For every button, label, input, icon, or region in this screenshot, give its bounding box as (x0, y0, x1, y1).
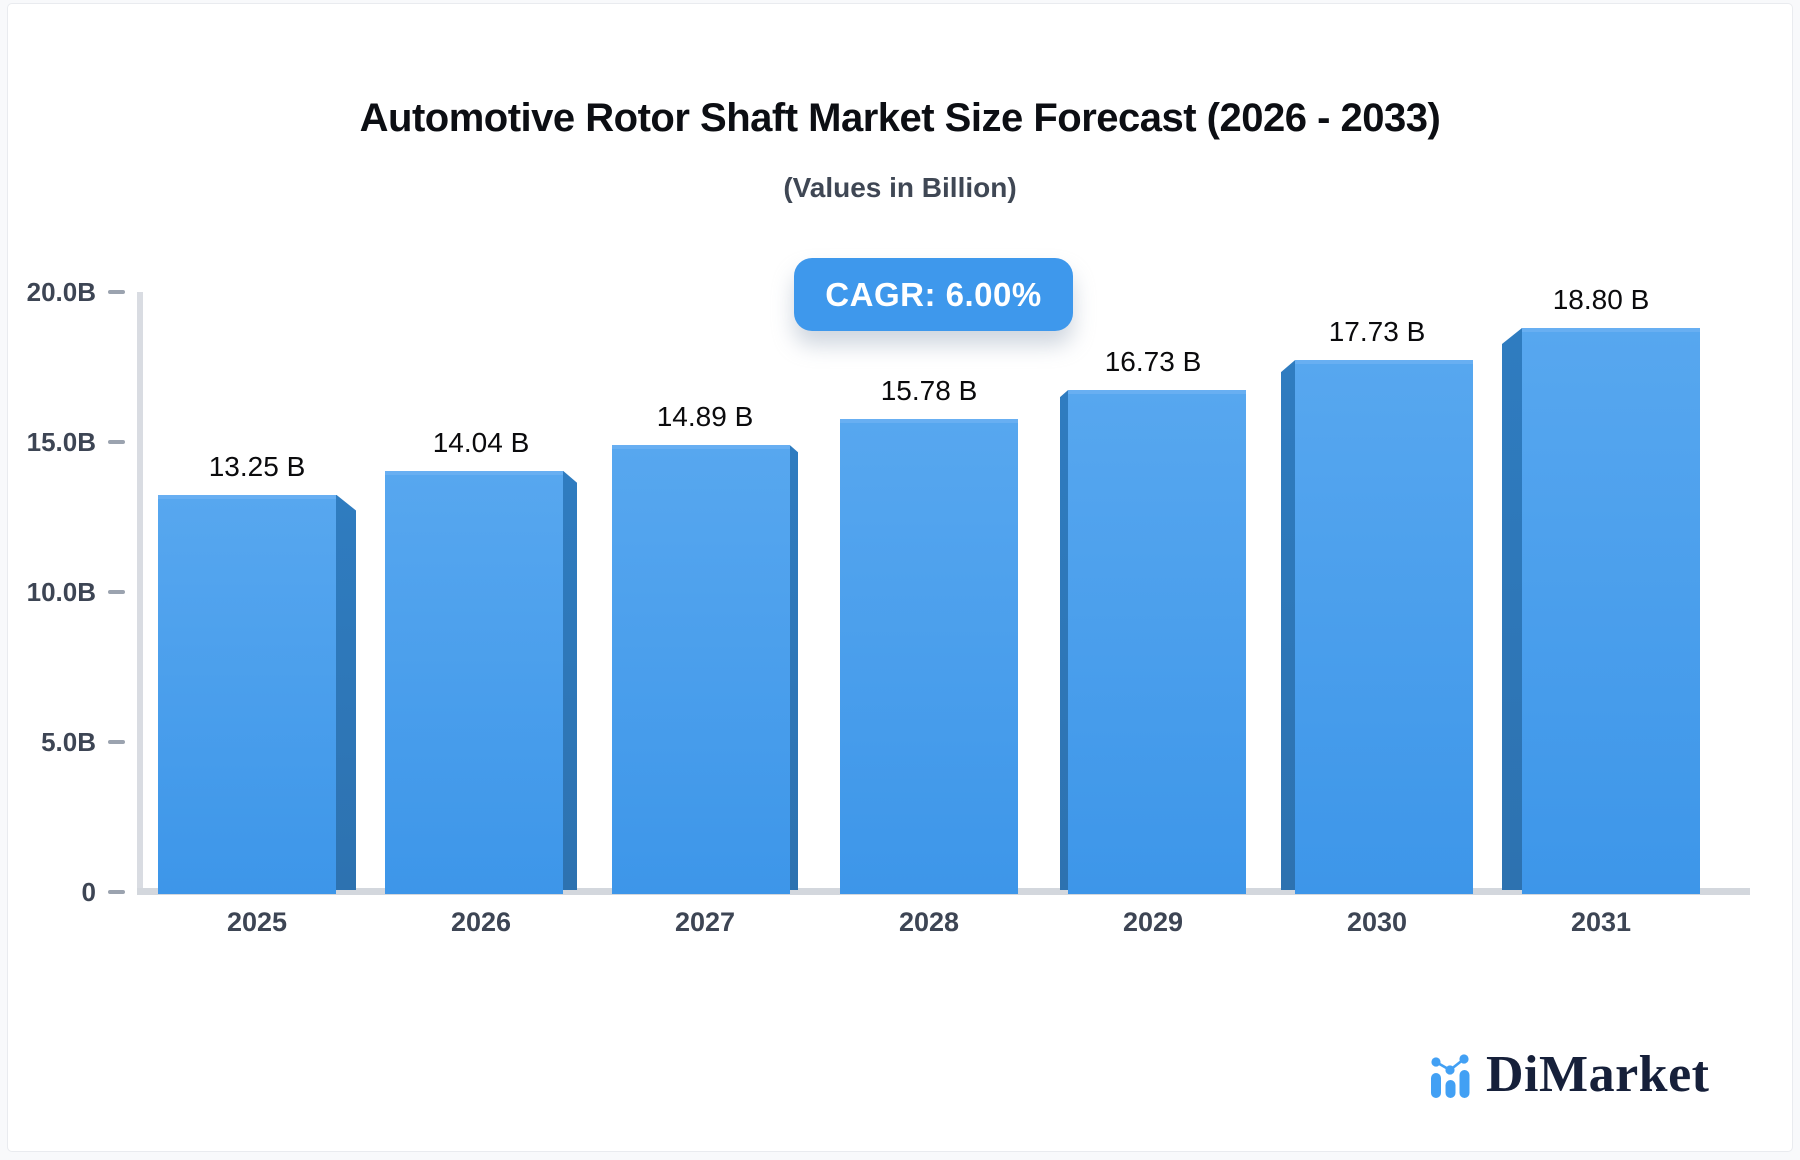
plot-area: 20.0B 15.0B 10.0B 5.0B 0 13.25 B 2025 14.04 B 20… (8, 4, 1800, 1160)
bar-value-label: 14.04 B (432, 426, 530, 458)
bar-3d-side (563, 470, 577, 890)
bar (158, 494, 336, 894)
bar-value-label: 15.78 B (880, 374, 978, 406)
x-axis-label: 2029 (1122, 907, 1184, 937)
bar (840, 418, 1018, 894)
cagr-badge-label: CAGR: 6.00% (825, 275, 1042, 313)
bar-3d-side (790, 445, 798, 890)
bar-value-label: 16.73 B (1104, 346, 1202, 378)
y-axis-tick-label: 20.0B (26, 277, 96, 307)
bar-3d-side (336, 494, 356, 890)
y-axis-tick-mark (108, 440, 125, 444)
bar-3d-side (1502, 328, 1522, 890)
bar-value-label: 18.80 B (1552, 284, 1650, 315)
bar (1068, 390, 1246, 894)
bar (612, 445, 790, 894)
y-axis-tick-label: 0 (81, 877, 96, 907)
y-axis-tick-label: 10.0B (26, 577, 96, 607)
bar-3d-side (1281, 360, 1295, 890)
x-axis-label: 2025 (226, 907, 288, 937)
y-axis-tick-mark (108, 890, 125, 894)
logo-text: DiMarket (1486, 1046, 1710, 1103)
bar (1522, 328, 1700, 894)
bar (1295, 360, 1473, 894)
x-axis-label: 2026 (450, 907, 512, 937)
chart-title: Automotive Rotor Shaft Market Size Forec… (359, 96, 1441, 140)
x-axis-label: 2030 (1346, 907, 1408, 937)
x-axis-label: 2028 (898, 907, 960, 937)
cagr-badge: CAGR: 6.00% (794, 258, 1073, 331)
x-axis-label: 2031 (1570, 907, 1632, 937)
bar-value-label: 13.25 B (208, 450, 306, 482)
bar-3d-side (1060, 390, 1068, 890)
bar (385, 470, 563, 894)
y-axis-tick-label: 5.0B (41, 727, 96, 757)
logo: DiMarket (1426, 1044, 1710, 1103)
y-axis-tick-label: 15.0B (26, 427, 96, 457)
y-axis-tick-mark (108, 590, 125, 594)
chart-card: Automotive Rotor Shaft Market Size Forec… (7, 3, 1793, 1152)
chart-subtitle: (Values in Billion) (783, 172, 1017, 203)
x-axis-label: 2027 (674, 907, 736, 937)
y-axis-tick-mark (108, 290, 125, 294)
bar-value-label: 14.89 B (656, 401, 754, 433)
y-axis-tick-mark (108, 740, 125, 744)
y-axis-line (137, 292, 143, 894)
bar-value-label: 17.73 B (1328, 316, 1426, 348)
bar-line-chart-icon (1431, 1054, 1470, 1098)
